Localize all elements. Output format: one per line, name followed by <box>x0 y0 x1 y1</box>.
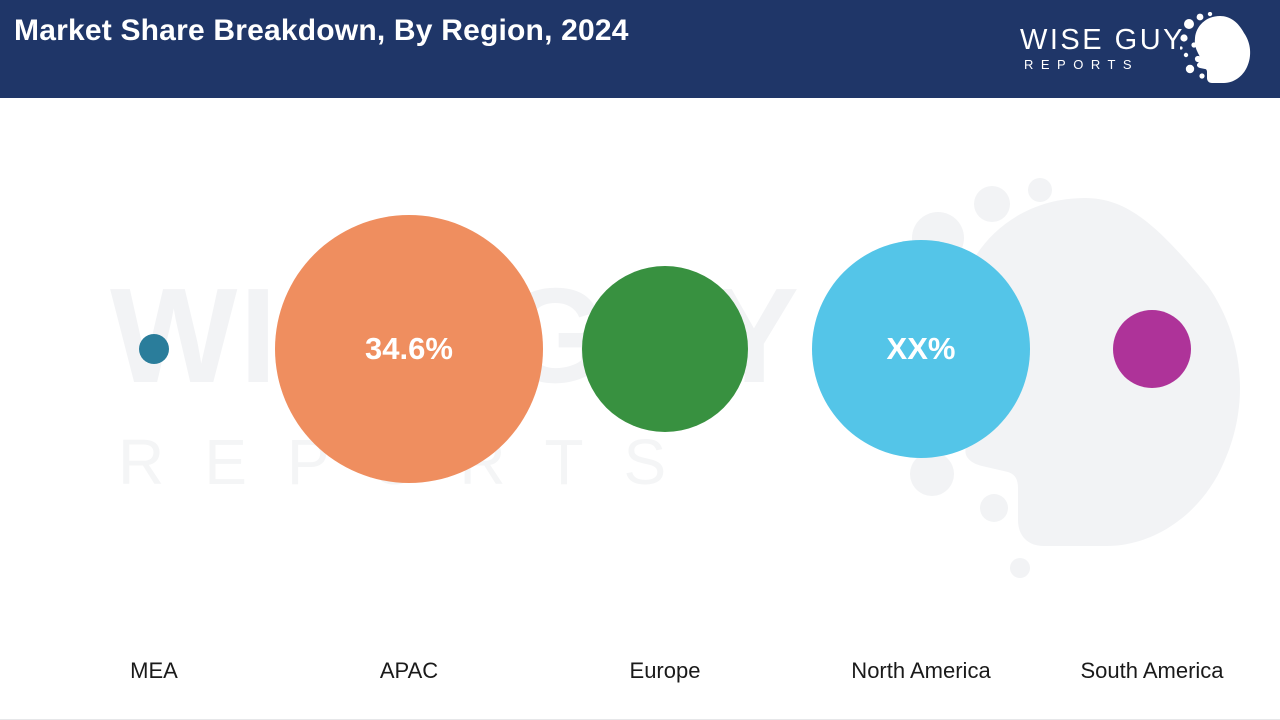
head-silhouette-icon <box>1180 12 1251 83</box>
chart-plot-area: WISE GUY REPORTS 3 <box>0 98 1280 720</box>
bubble-south-america[interactable] <box>1113 310 1191 388</box>
axis-label-north-america: North America <box>851 658 991 683</box>
bubble-series: 34.6% XX% <box>0 98 1280 720</box>
axis-label-south-america: South America <box>1080 658 1224 683</box>
bubble-north-america[interactable]: XX% <box>812 240 1030 458</box>
brand-logo: WISE GUY REPORTS <box>1014 10 1264 88</box>
bubble-apac[interactable]: 34.6% <box>275 215 543 483</box>
logo-subtext: REPORTS <box>1024 57 1140 72</box>
page-header: Market Share Breakdown, By Region, 2024 … <box>0 0 1280 98</box>
axis-label-apac: APAC <box>379 658 439 683</box>
axis-label-europe: Europe <box>629 658 701 683</box>
logo-wordmark: WISE GUY <box>1020 24 1186 56</box>
bubble-europe[interactable] <box>582 266 748 432</box>
bubble-value-apac: 34.6% <box>365 331 453 366</box>
bubble-value-north-america: XX% <box>886 331 956 366</box>
axis-label-mea: MEA <box>130 658 178 683</box>
category-axis-labels: MEA APAC Europe North America South Amer… <box>0 658 1280 720</box>
bubble-mea[interactable] <box>139 334 169 364</box>
page-title: Market Share Breakdown, By Region, 2024 <box>14 14 629 47</box>
